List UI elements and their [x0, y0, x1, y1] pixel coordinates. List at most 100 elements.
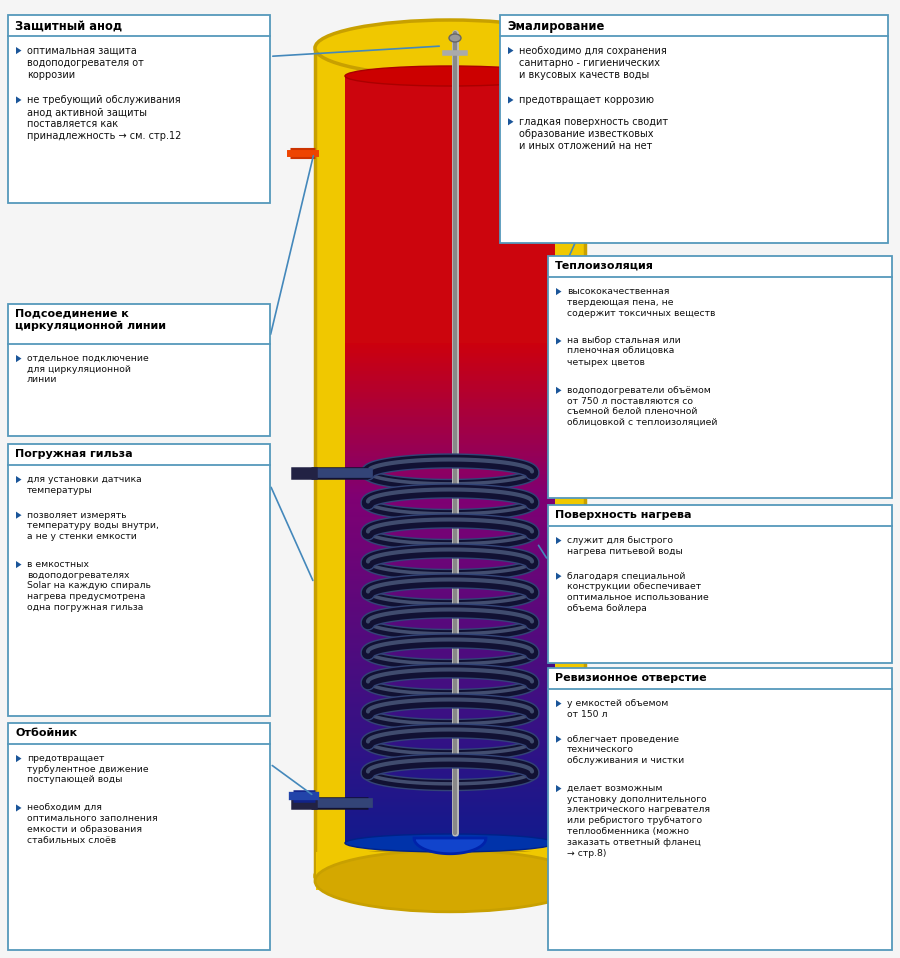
- Bar: [345, 384, 555, 386]
- Bar: [345, 666, 555, 669]
- Bar: [345, 404, 555, 407]
- Bar: [345, 106, 555, 109]
- Bar: [345, 332, 555, 335]
- Bar: [345, 268, 555, 271]
- Bar: [345, 530, 555, 533]
- Bar: [345, 727, 555, 730]
- Bar: [345, 212, 555, 215]
- Bar: [345, 673, 555, 676]
- Bar: [345, 196, 555, 199]
- Bar: [345, 571, 555, 574]
- Bar: [345, 123, 555, 125]
- Bar: [345, 351, 555, 354]
- Bar: [345, 761, 555, 764]
- Bar: [345, 653, 555, 655]
- Bar: [345, 130, 555, 132]
- Bar: [345, 812, 555, 815]
- Bar: [345, 741, 555, 743]
- Bar: [345, 661, 555, 664]
- Bar: [345, 158, 555, 161]
- Bar: [345, 450, 555, 453]
- Bar: [345, 314, 555, 317]
- Bar: [345, 230, 555, 233]
- Bar: [345, 114, 555, 117]
- Bar: [345, 507, 555, 510]
- Bar: [345, 648, 555, 650]
- Bar: [345, 386, 555, 389]
- Bar: [345, 302, 555, 305]
- Bar: [345, 289, 555, 291]
- FancyBboxPatch shape: [8, 444, 270, 716]
- Bar: [345, 751, 555, 753]
- Bar: [345, 545, 555, 548]
- Bar: [345, 725, 555, 727]
- Bar: [345, 712, 555, 715]
- Polygon shape: [16, 561, 22, 568]
- Bar: [345, 540, 555, 543]
- Bar: [345, 261, 555, 263]
- Text: Поверхность нагрева: Поверхность нагрева: [555, 510, 691, 520]
- Bar: [345, 817, 555, 820]
- Bar: [345, 471, 555, 473]
- Bar: [345, 745, 555, 748]
- Bar: [345, 513, 555, 514]
- Bar: [345, 658, 555, 661]
- Bar: [345, 81, 555, 83]
- Text: Подсоединение к
циркуляционной линии: Подсоединение к циркуляционной линии: [15, 309, 166, 331]
- Bar: [345, 669, 555, 672]
- Bar: [345, 774, 555, 776]
- Bar: [345, 433, 555, 435]
- Bar: [345, 764, 555, 766]
- Bar: [345, 176, 555, 178]
- Bar: [345, 335, 555, 337]
- Bar: [345, 702, 555, 704]
- Bar: [345, 161, 555, 163]
- Bar: [345, 722, 555, 725]
- Bar: [345, 748, 555, 751]
- Bar: [345, 468, 555, 471]
- Bar: [345, 823, 555, 825]
- Bar: [345, 222, 555, 225]
- Text: в емкостных
водоподогревателях
Solar на каждую спираль
нагрева предусмотрена
одн: в емкостных водоподогревателях Solar на …: [27, 560, 151, 612]
- Bar: [345, 563, 555, 566]
- Bar: [345, 97, 555, 99]
- Bar: [345, 199, 555, 202]
- Bar: [345, 453, 555, 456]
- Bar: [345, 543, 555, 545]
- Bar: [345, 207, 555, 210]
- Bar: [345, 696, 555, 699]
- Bar: [345, 181, 555, 184]
- Bar: [345, 704, 555, 707]
- Text: служит для быстрого
нагрева питьевой воды: служит для быстрого нагрева питьевой вод…: [567, 536, 683, 556]
- Bar: [345, 551, 555, 553]
- Text: необходим для
оптимального заполнения
емкости и образования
стабильных слоёв: необходим для оптимального заполнения ем…: [27, 804, 158, 845]
- Bar: [345, 536, 555, 537]
- Bar: [345, 553, 555, 556]
- Bar: [345, 676, 555, 679]
- Bar: [345, 363, 555, 366]
- Bar: [345, 438, 555, 441]
- Bar: [345, 263, 555, 265]
- Bar: [345, 274, 555, 276]
- Bar: [345, 502, 555, 505]
- Polygon shape: [556, 785, 562, 792]
- Text: гладкая поверхность сводит
образование известковых
и иных отложений на нет: гладкая поверхность сводит образование и…: [519, 117, 668, 151]
- Bar: [345, 787, 555, 789]
- Bar: [345, 620, 555, 623]
- Bar: [345, 258, 555, 261]
- Bar: [345, 833, 555, 835]
- Bar: [345, 155, 555, 158]
- Text: Эмалирование: Эмалирование: [507, 20, 604, 33]
- Bar: [345, 664, 555, 666]
- Bar: [345, 378, 555, 381]
- Bar: [345, 309, 555, 312]
- Bar: [345, 166, 555, 169]
- Bar: [345, 265, 555, 268]
- Bar: [345, 828, 555, 831]
- Bar: [345, 464, 555, 466]
- Text: Защитный анод: Защитный анод: [15, 20, 122, 33]
- Text: водоподогреватели объёмом
от 750 л поставляются со
съемной белой пленочной
облиц: водоподогреватели объёмом от 750 л поста…: [567, 386, 717, 427]
- Bar: [315, 48, 585, 876]
- Bar: [345, 371, 555, 374]
- Bar: [345, 574, 555, 576]
